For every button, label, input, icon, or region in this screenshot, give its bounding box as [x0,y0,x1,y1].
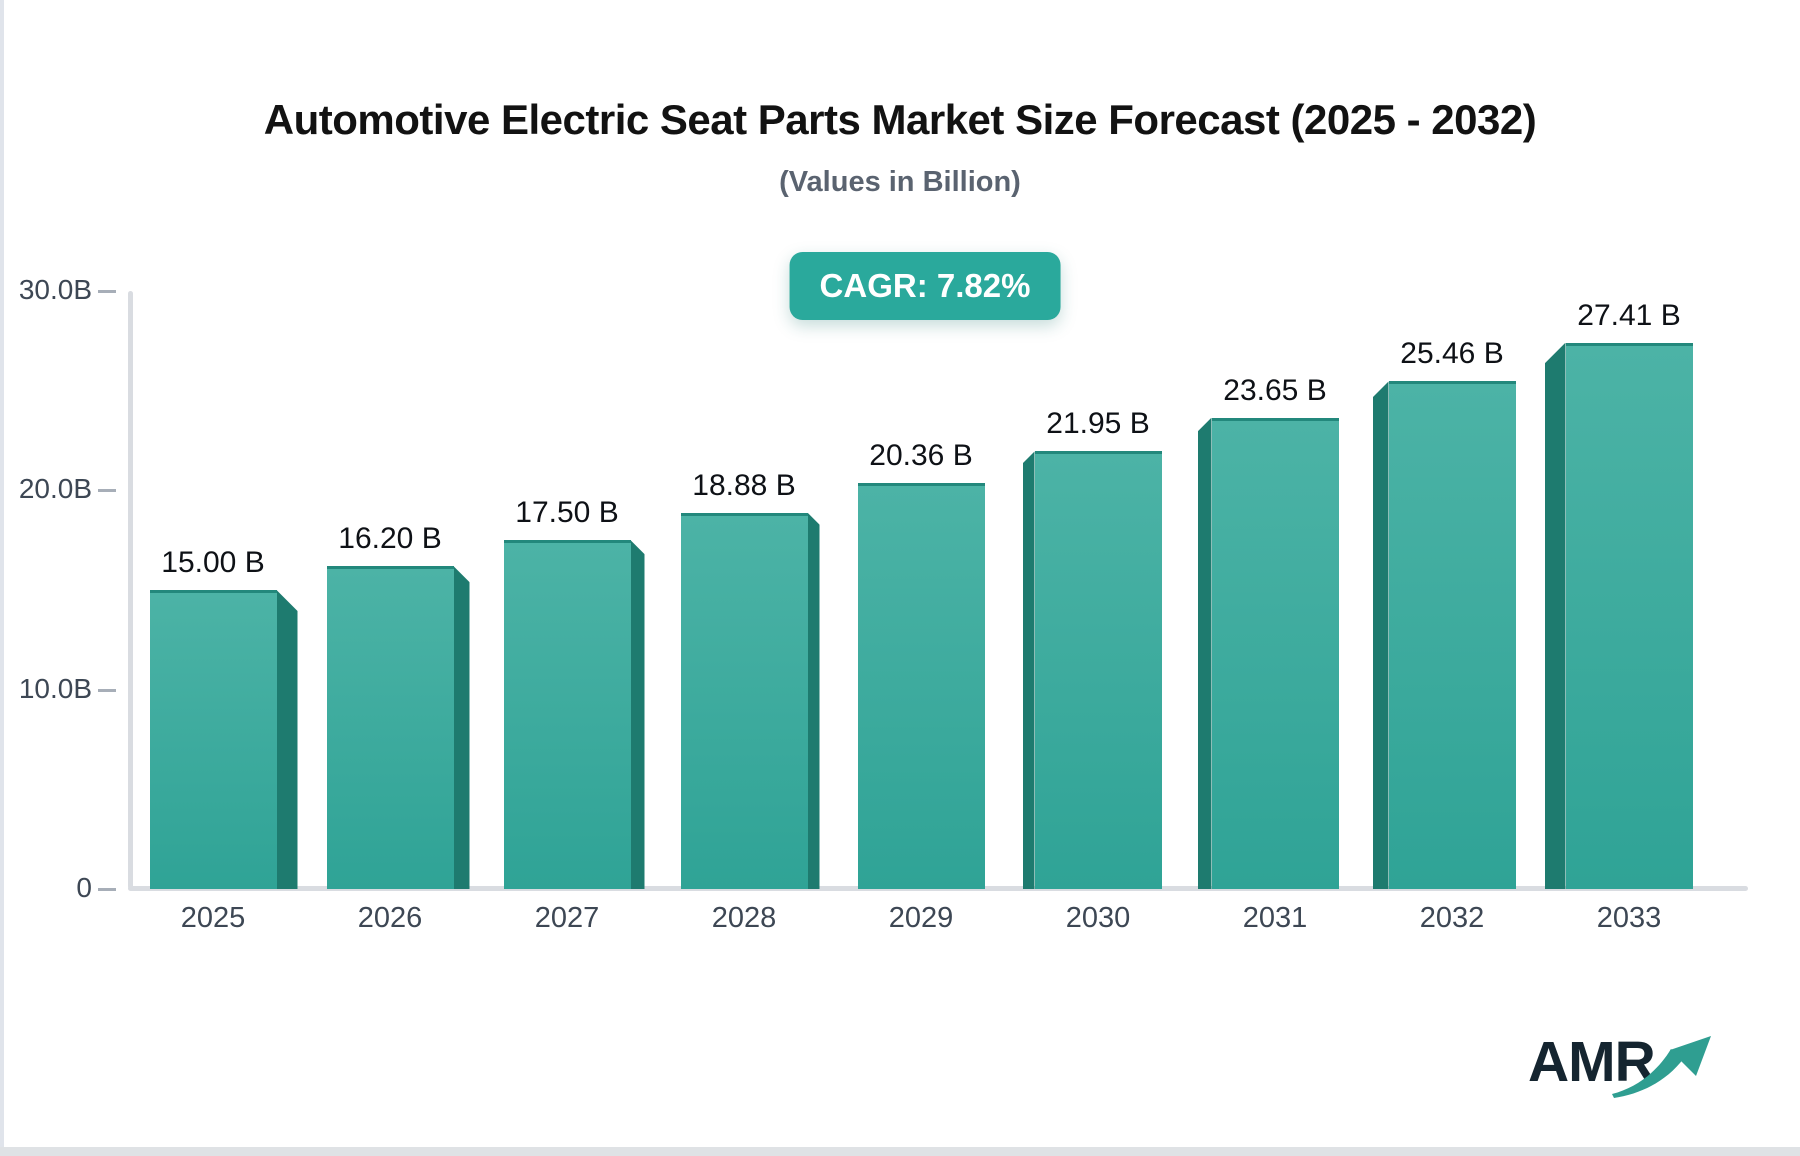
bar-3d-side [1544,342,1566,889]
amr-logo: AMR [1528,1032,1718,1112]
chart-title: Automotive Electric Seat Parts Market Si… [263,96,1537,143]
bar [149,590,277,889]
bar-value-label: 17.50 B [515,496,619,530]
y-axis-tick [98,290,116,293]
bar [680,512,808,889]
y-axis-tick [98,489,116,493]
bar [1565,342,1693,889]
bar-value-label: 15.00 B [161,546,265,579]
chart-subtitle: (Values in Billion) [779,166,1021,198]
bar-3d-side [630,540,645,889]
bar-3d-side [1197,417,1212,889]
bar-3d-side [453,566,470,889]
bar-value-label: 23.65 B [1223,373,1327,407]
x-axis-label: 2031 [1242,902,1308,934]
y-axis-line [128,291,133,889]
amr-arrow-icon [1612,1036,1711,1098]
bar-3d-side [1022,451,1035,889]
x-axis-label: 2029 [888,902,954,934]
bar-value-label: 27.41 B [1577,298,1681,332]
y-axis-label: 10.0B [18,672,92,704]
bar [1034,451,1162,889]
bar-3d-side [1372,381,1389,889]
x-axis-label: 2028 [711,902,777,934]
y-axis-tick [98,688,116,692]
y-axis-label: 20.0B [18,473,92,505]
bar [857,483,985,889]
canvas-bottom-border [0,1147,1800,1156]
bar-3d-side [807,512,820,889]
x-axis-label: 2033 [1596,902,1662,934]
amr-logo-text: AMR [1528,1030,1656,1094]
bar [503,540,631,889]
bar-value-label: 20.36 B [869,439,973,473]
x-axis-label: 2032 [1419,902,1485,934]
bar-3d-side [276,590,298,889]
bar [1211,417,1339,889]
x-axis-label: 2030 [1065,902,1131,934]
x-axis-label: 2025 [180,902,246,934]
y-axis-label: 30.0B [18,274,92,305]
y-axis-label: 0 [76,872,92,903]
bar-value-label: 16.20 B [338,522,442,556]
bar-value-label: 25.46 B [1400,337,1504,371]
canvas-left-border [0,0,4,1156]
x-axis-label: 2027 [534,902,600,934]
bar-value-label: 21.95 B [1046,407,1150,441]
x-axis-label: 2026 [357,902,423,934]
bar [1388,381,1516,889]
cagr-badge: CAGR: 7.82% [789,252,1061,320]
y-axis-tick [98,888,116,891]
bar-value-label: 18.88 B [692,468,796,502]
bar [326,566,454,889]
